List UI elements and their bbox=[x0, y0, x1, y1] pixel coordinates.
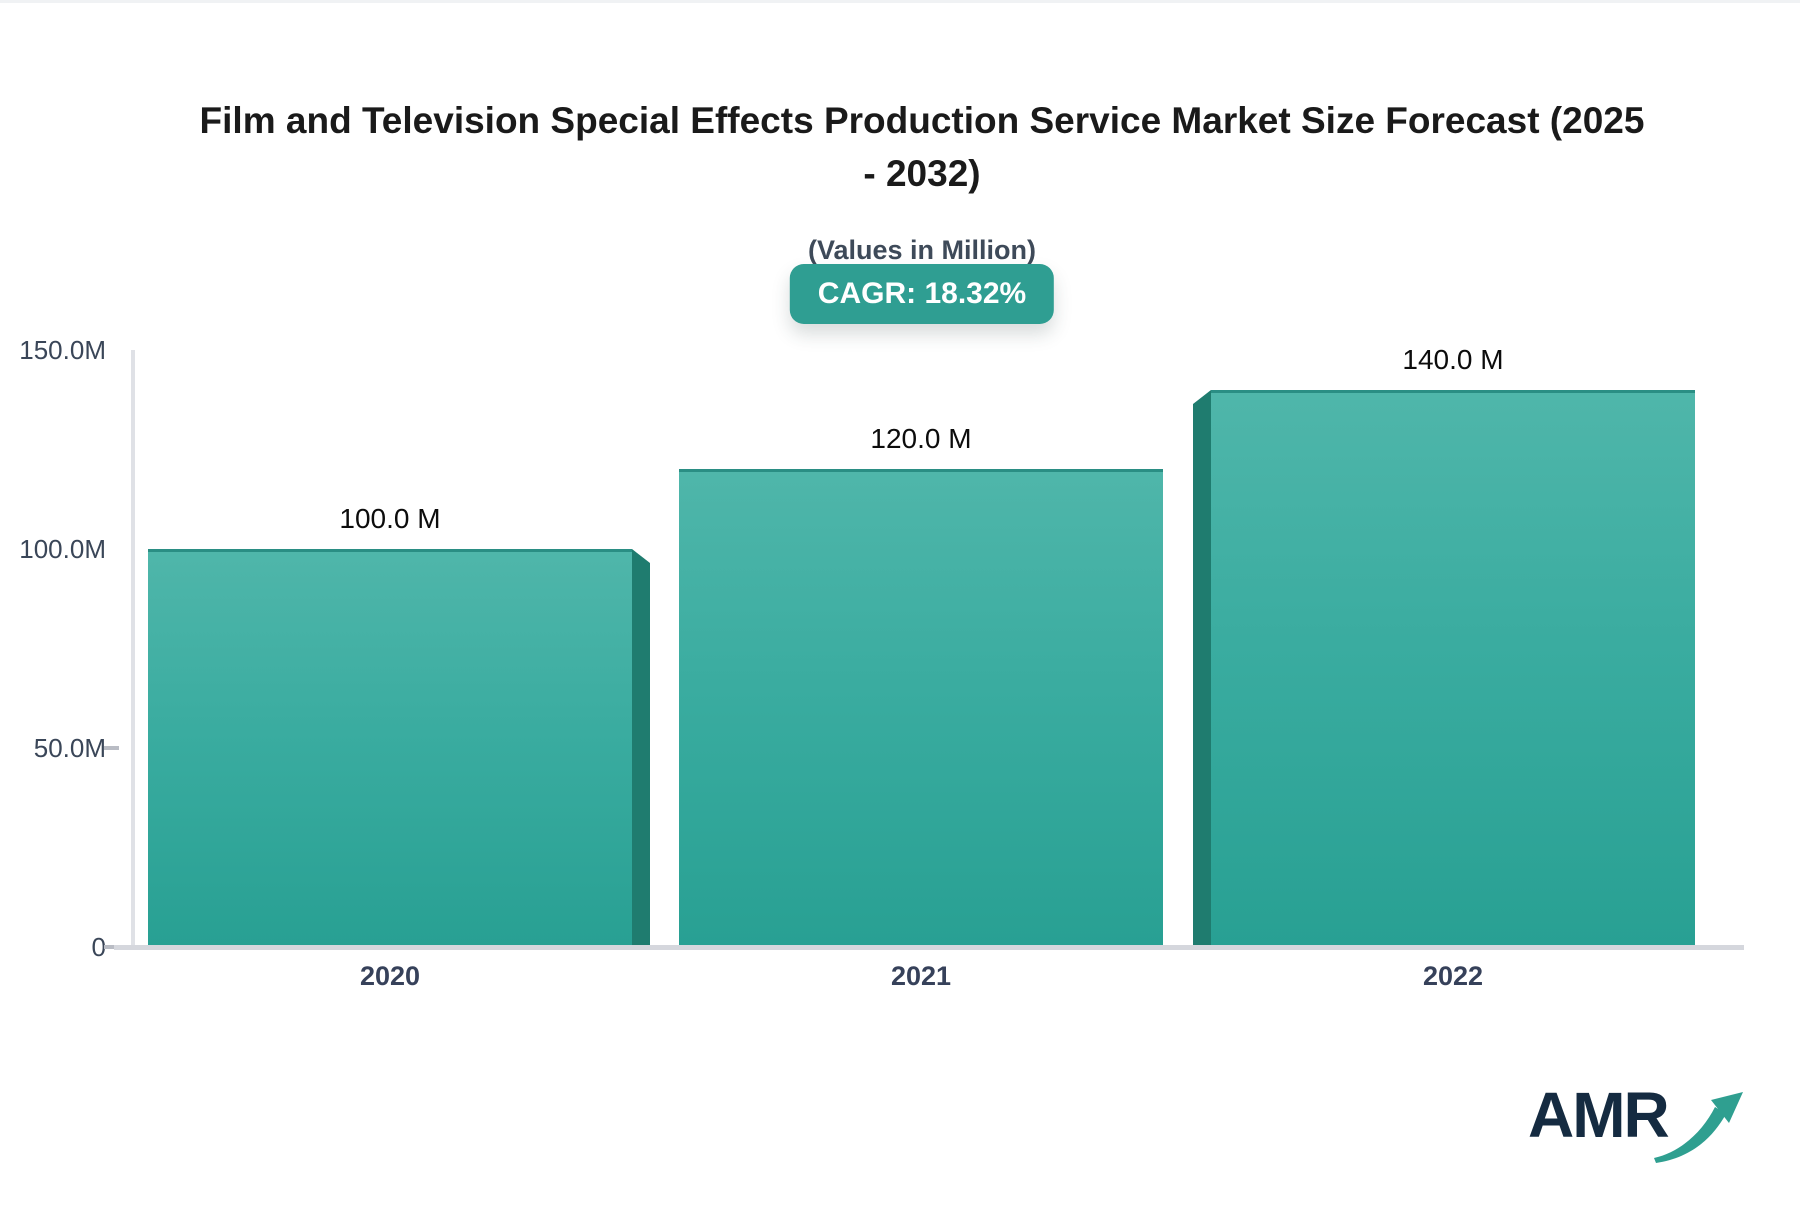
bar-value-label: 140.0 M bbox=[1402, 344, 1504, 375]
y-axis-tick-mark bbox=[104, 746, 119, 750]
chart-subtitle: (Values in Million) bbox=[807, 235, 1037, 265]
bar-value-label: 120.0 M bbox=[870, 423, 972, 454]
bar-2020 bbox=[148, 549, 632, 947]
growth-arrow-icon bbox=[1653, 1092, 1743, 1163]
bar-2022-side-face bbox=[1193, 390, 1211, 947]
x-axis-line bbox=[114, 945, 1744, 950]
y-axis-tick-label: 50.0M bbox=[33, 733, 106, 763]
bar-2021 bbox=[679, 469, 1163, 947]
x-axis-label: 2022 bbox=[1422, 961, 1484, 991]
y-axis-line bbox=[131, 350, 135, 950]
x-axis-label: 2020 bbox=[359, 961, 421, 991]
y-axis-tick-label: 150.0M bbox=[19, 335, 106, 365]
y-axis-tick-mark bbox=[104, 945, 119, 949]
bar-2022 bbox=[1211, 390, 1695, 947]
chart-title: Film and Television Special Effects Prod… bbox=[72, 95, 1772, 200]
amr-logo: AMR bbox=[1528, 1083, 1746, 1167]
chart-title-line-2: - 2032) bbox=[863, 152, 981, 194]
bar-chart-area: 150.0M 100.0M 50.0M 0 100.0 M 120.0 M 140.0 M… bbox=[0, 3, 1800, 1212]
y-axis-tick-label: 100.0M bbox=[19, 534, 106, 564]
bar-value-label: 100.0 M bbox=[339, 503, 441, 534]
x-axis-label: 2021 bbox=[890, 961, 952, 991]
bar-2020-side-face bbox=[632, 549, 650, 947]
chart-title-line-1: Film and Television Special Effects Prod… bbox=[199, 100, 1645, 141]
amr-logo-text: AMR bbox=[1528, 1079, 1670, 1151]
cagr-badge: CAGR: 18.32% bbox=[789, 264, 1055, 324]
y-axis-tick-label: 0 bbox=[91, 932, 106, 962]
